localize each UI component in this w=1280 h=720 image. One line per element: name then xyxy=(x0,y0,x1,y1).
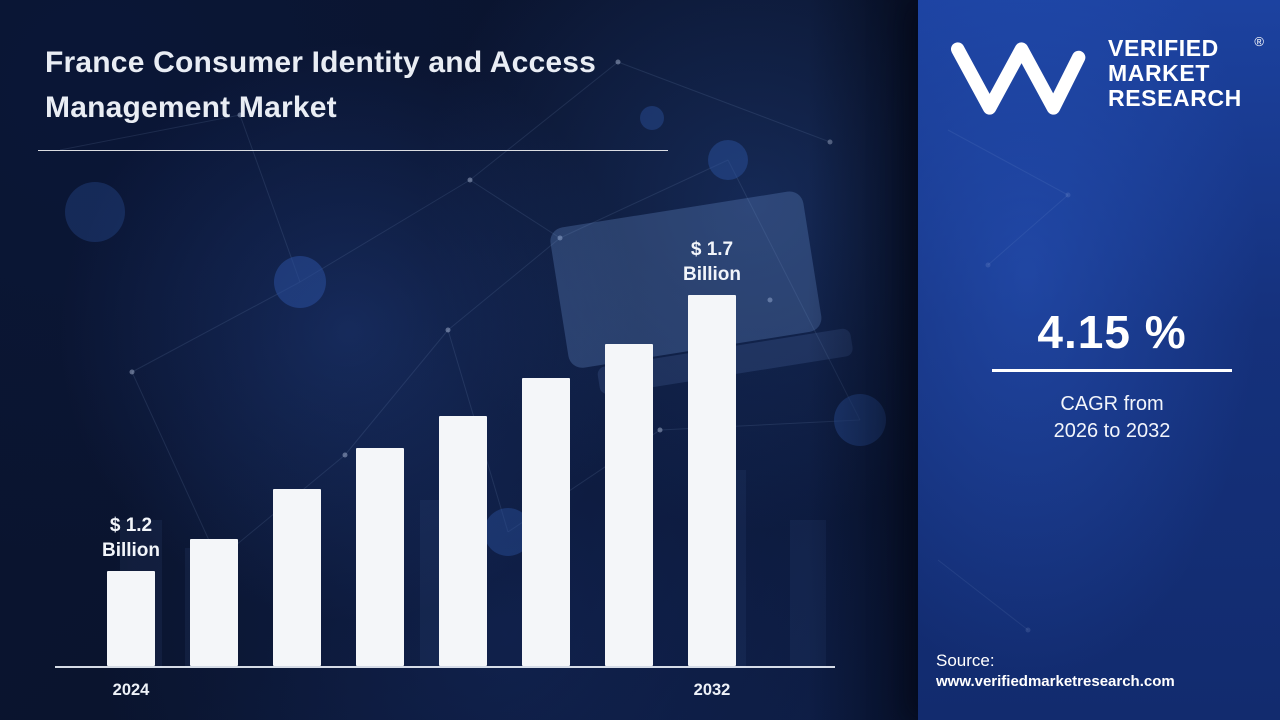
bar-value-annotation: $ 1.2 Billion xyxy=(66,513,196,563)
bar xyxy=(356,448,404,666)
brand: VERIFIED MARKET RESEARCH ® xyxy=(944,34,1264,118)
title-underline xyxy=(38,150,668,151)
bar xyxy=(107,571,155,666)
page-title: France Consumer Identity and Access Mana… xyxy=(45,40,596,130)
chart-area: France Consumer Identity and Access Mana… xyxy=(0,0,918,720)
bar xyxy=(522,378,570,666)
page-title-line-2: Management Market xyxy=(45,91,337,124)
page-title-line-1: France Consumer Identity and Access xyxy=(45,46,597,79)
cagr-caption-line-2: 2026 to 2032 xyxy=(1053,420,1171,442)
bar xyxy=(688,295,736,666)
x-axis-label: 2024 xyxy=(112,681,150,699)
brand-panel: VERIFIED MARKET RESEARCH ® 4.15 % CAGR f… xyxy=(918,0,1280,720)
bar-value-annotation-line: Billion xyxy=(682,264,742,285)
brand-name-line-2: MARKET xyxy=(1108,60,1210,86)
cagr-stat: 4.15 % CAGR from 2026 to 2032 xyxy=(918,305,1280,445)
cagr-caption-line-1: CAGR from xyxy=(1060,393,1164,415)
cagr-underline xyxy=(992,369,1232,372)
bar-value-annotation-line: $ 1.7 xyxy=(690,239,734,260)
bar-value-annotation-line: $ 1.2 xyxy=(109,515,153,536)
cagr-value: 4.15 % xyxy=(1037,306,1187,358)
registered-trademark-icon: ® xyxy=(1254,34,1264,49)
bar xyxy=(439,416,487,666)
bar-value-annotation: $ 1.7 Billion xyxy=(647,237,777,287)
source-block: Source: www.verifiedmarketresearch.com xyxy=(936,650,1175,692)
bar xyxy=(273,489,321,666)
bar-value-annotation-line: Billion xyxy=(101,540,161,561)
bar xyxy=(605,344,653,666)
brand-name-line-1: VERIFIED xyxy=(1108,35,1219,61)
bar xyxy=(190,539,238,666)
source-url: www.verifiedmarketresearch.com xyxy=(936,673,1175,690)
panel-decoration xyxy=(937,129,1071,633)
vmr-logo-icon xyxy=(950,42,1086,115)
brand-name-line-3: RESEARCH xyxy=(1108,85,1242,111)
cagr-caption: CAGR from 2026 to 2032 xyxy=(944,391,1280,445)
chart-baseline xyxy=(55,666,835,668)
bar-chart: 2024 2032 $ 1.2 Billion $ 1.7 Billion xyxy=(55,228,835,699)
brand-name: VERIFIED MARKET RESEARCH xyxy=(1108,36,1242,118)
x-axis-label: 2032 xyxy=(693,681,731,699)
source-label: Source: xyxy=(936,651,995,670)
